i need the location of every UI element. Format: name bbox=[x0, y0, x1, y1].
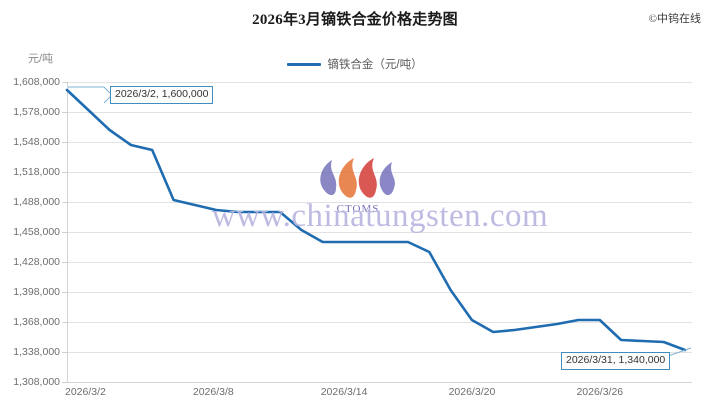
gridline bbox=[67, 262, 692, 263]
series-path bbox=[65, 88, 687, 352]
gridline bbox=[67, 202, 692, 203]
y-axis-tick-mark bbox=[62, 172, 67, 173]
gridline bbox=[67, 292, 692, 293]
y-axis-tick-label: 1,308,000 bbox=[13, 376, 60, 388]
x-axis-tick-label: 2026/3/26 bbox=[576, 386, 624, 398]
gridline bbox=[67, 172, 692, 173]
x-axis-tick-label: 2026/3/8 bbox=[192, 386, 234, 398]
page-title: 2026年3月镝铁合金价格走势图 bbox=[252, 12, 458, 28]
x-axis-line bbox=[67, 382, 692, 383]
y-axis-tick-label: 1,368,000 bbox=[13, 316, 60, 328]
y-axis-line bbox=[67, 82, 68, 383]
y-axis-tick-mark bbox=[62, 292, 67, 293]
y-axis-tick-mark bbox=[62, 262, 67, 263]
legend-color-swatch bbox=[287, 62, 322, 66]
y-axis-tick-mark bbox=[62, 322, 67, 323]
gridline bbox=[67, 112, 692, 113]
chart-legend: 镝铁合金（元/吨） bbox=[0, 56, 710, 72]
y-axis-tick-label: 1,548,000 bbox=[13, 136, 60, 148]
gridline bbox=[67, 82, 692, 83]
x-axis-tick-label: 2026/3/20 bbox=[448, 386, 496, 398]
copyright-notice: ©中钨在线 bbox=[648, 13, 701, 25]
gridline bbox=[67, 322, 692, 323]
y-axis-tick-mark bbox=[62, 202, 67, 203]
data-label-last-point: 2026/3/31, 1,340,000 bbox=[561, 352, 671, 370]
gridline bbox=[67, 232, 692, 233]
gridline bbox=[67, 352, 692, 353]
y-axis-tick-mark bbox=[62, 382, 67, 383]
y-axis-title: 元/吨 bbox=[28, 53, 54, 65]
y-axis-tick-mark bbox=[62, 352, 67, 353]
plot-area bbox=[65, 82, 692, 383]
x-axis-tick-label: 2026/3/14 bbox=[320, 386, 368, 398]
y-axis-tick-mark bbox=[62, 232, 67, 233]
y-axis-tick-label: 1,488,000 bbox=[13, 196, 60, 208]
y-axis-tick-label: 1,428,000 bbox=[13, 256, 60, 268]
y-axis-tick-label: 1,338,000 bbox=[13, 346, 60, 358]
series-line-dy-fe-alloy bbox=[65, 88, 687, 352]
y-axis-tick-mark bbox=[62, 82, 67, 83]
y-axis-tick-label: 1,398,000 bbox=[13, 286, 60, 298]
y-axis-tick-label: 1,608,000 bbox=[13, 76, 60, 88]
data-label-first-point: 2026/3/2, 1,600,000 bbox=[110, 86, 214, 104]
x-axis-tick-label: 2026/3/2 bbox=[65, 386, 106, 398]
y-axis-tick-mark bbox=[62, 142, 67, 143]
y-axis-tick-label: 1,518,000 bbox=[13, 166, 60, 178]
gridline bbox=[67, 142, 692, 143]
y-axis-tick-label: 1,458,000 bbox=[13, 226, 60, 238]
y-axis-tick-label: 1,578,000 bbox=[13, 106, 60, 118]
y-axis-tick-mark bbox=[62, 112, 67, 113]
legend-series-label: 镝铁合金（元/吨） bbox=[327, 59, 423, 71]
